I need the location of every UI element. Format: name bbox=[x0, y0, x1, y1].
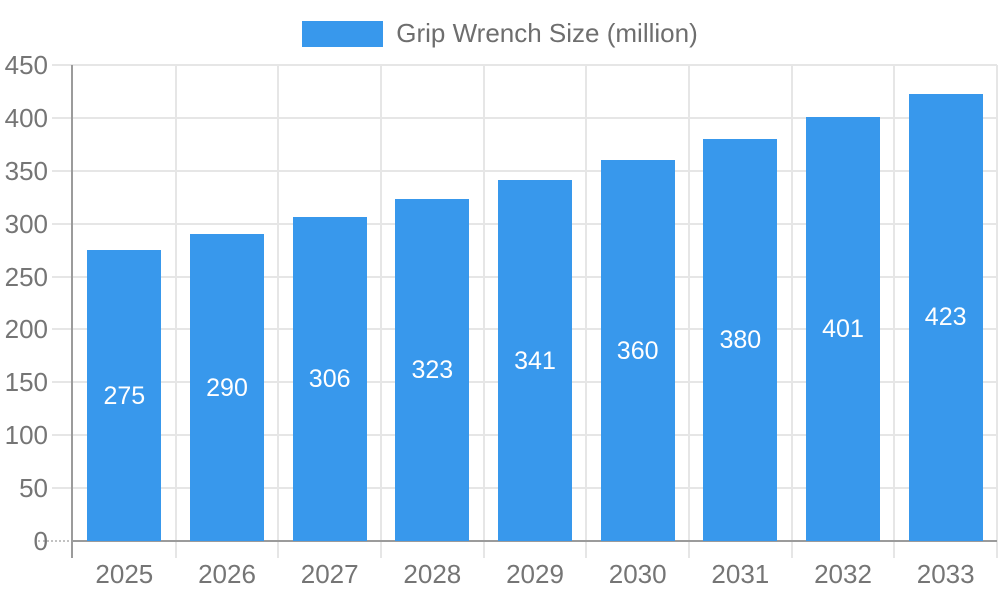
bar-2030[interactable] bbox=[600, 160, 675, 541]
bar-value-label: 341 bbox=[514, 346, 556, 375]
category-boundary-line bbox=[174, 65, 177, 541]
bar-2033[interactable] bbox=[908, 93, 983, 541]
y-gridline bbox=[52, 64, 997, 66]
y-axis-tick-label: 450 bbox=[4, 50, 48, 80]
x-axis-tick-label: 2028 bbox=[403, 559, 462, 589]
x-axis-tick-label: 2029 bbox=[506, 559, 564, 589]
bar-value-label: 360 bbox=[616, 336, 659, 365]
y-gridline bbox=[52, 169, 997, 172]
category-boundary-line bbox=[790, 65, 793, 541]
x-axis-tick bbox=[174, 541, 177, 558]
y-axis-tick-label: 0 bbox=[33, 526, 48, 556]
bar-2028[interactable] bbox=[395, 199, 470, 541]
x-axis-tick-label: 2033 bbox=[916, 559, 975, 589]
bar-2025[interactable] bbox=[87, 250, 162, 541]
y-axis-tick-label: 200 bbox=[4, 314, 48, 345]
category-boundary-line bbox=[277, 65, 280, 541]
category-boundary-line bbox=[996, 65, 998, 541]
y-axis-tick-label: 300 bbox=[4, 208, 48, 239]
x-axis-tick-label: 2032 bbox=[814, 559, 872, 589]
bar-value-label: 380 bbox=[719, 326, 762, 355]
category-boundary-line bbox=[380, 65, 382, 541]
x-axis-tick bbox=[585, 541, 588, 558]
category-boundary-line bbox=[893, 65, 896, 541]
y-gridline bbox=[52, 116, 997, 119]
bar-value-label: 306 bbox=[308, 365, 351, 394]
y-axis-line bbox=[71, 65, 73, 558]
x-axis-tick-label: 2031 bbox=[711, 559, 770, 589]
legend-swatch-icon bbox=[302, 20, 384, 47]
x-axis-tick-label: 2030 bbox=[608, 559, 667, 589]
y-axis-tick-label: 350 bbox=[4, 155, 48, 186]
bar-value-label: 275 bbox=[103, 381, 146, 410]
bar-value-label: 323 bbox=[411, 356, 454, 385]
x-axis-tick-label: 2025 bbox=[95, 559, 154, 589]
x-axis-tick bbox=[688, 541, 690, 558]
bar-2032[interactable] bbox=[806, 116, 880, 541]
bar-2029[interactable] bbox=[498, 180, 572, 541]
bar-2031[interactable] bbox=[703, 139, 778, 541]
bar-2027[interactable] bbox=[292, 217, 367, 541]
x-axis-tick bbox=[277, 541, 280, 558]
chart-legend: Grip Wrench Size (million) bbox=[0, 18, 1000, 49]
x-axis-line bbox=[73, 540, 997, 542]
x-axis-tick-label: 2027 bbox=[300, 559, 359, 589]
y-axis-tick-label: 250 bbox=[4, 261, 48, 292]
category-boundary-line bbox=[688, 65, 690, 541]
bar-2026[interactable] bbox=[190, 234, 264, 541]
y-axis-tick-label: 400 bbox=[4, 102, 48, 133]
x-axis-tick bbox=[482, 541, 485, 558]
bar-value-label: 423 bbox=[924, 303, 967, 332]
zero-tick-leader bbox=[38, 540, 73, 542]
bar-value-label: 401 bbox=[822, 314, 864, 343]
bar-value-label: 290 bbox=[206, 373, 248, 402]
x-axis-tick-label: 2026 bbox=[198, 559, 256, 589]
category-boundary-line bbox=[585, 65, 588, 541]
y-axis-tick-label: 50 bbox=[19, 473, 48, 504]
x-axis-tick bbox=[893, 541, 896, 558]
y-axis-tick-label: 150 bbox=[4, 367, 48, 398]
x-axis-tick bbox=[380, 541, 382, 558]
category-boundary-line bbox=[482, 65, 485, 541]
y-axis-tick-label: 100 bbox=[4, 420, 48, 451]
x-axis-tick bbox=[996, 541, 998, 558]
x-axis-tick bbox=[790, 541, 793, 558]
legend-label: Grip Wrench Size (million) bbox=[396, 18, 698, 48]
